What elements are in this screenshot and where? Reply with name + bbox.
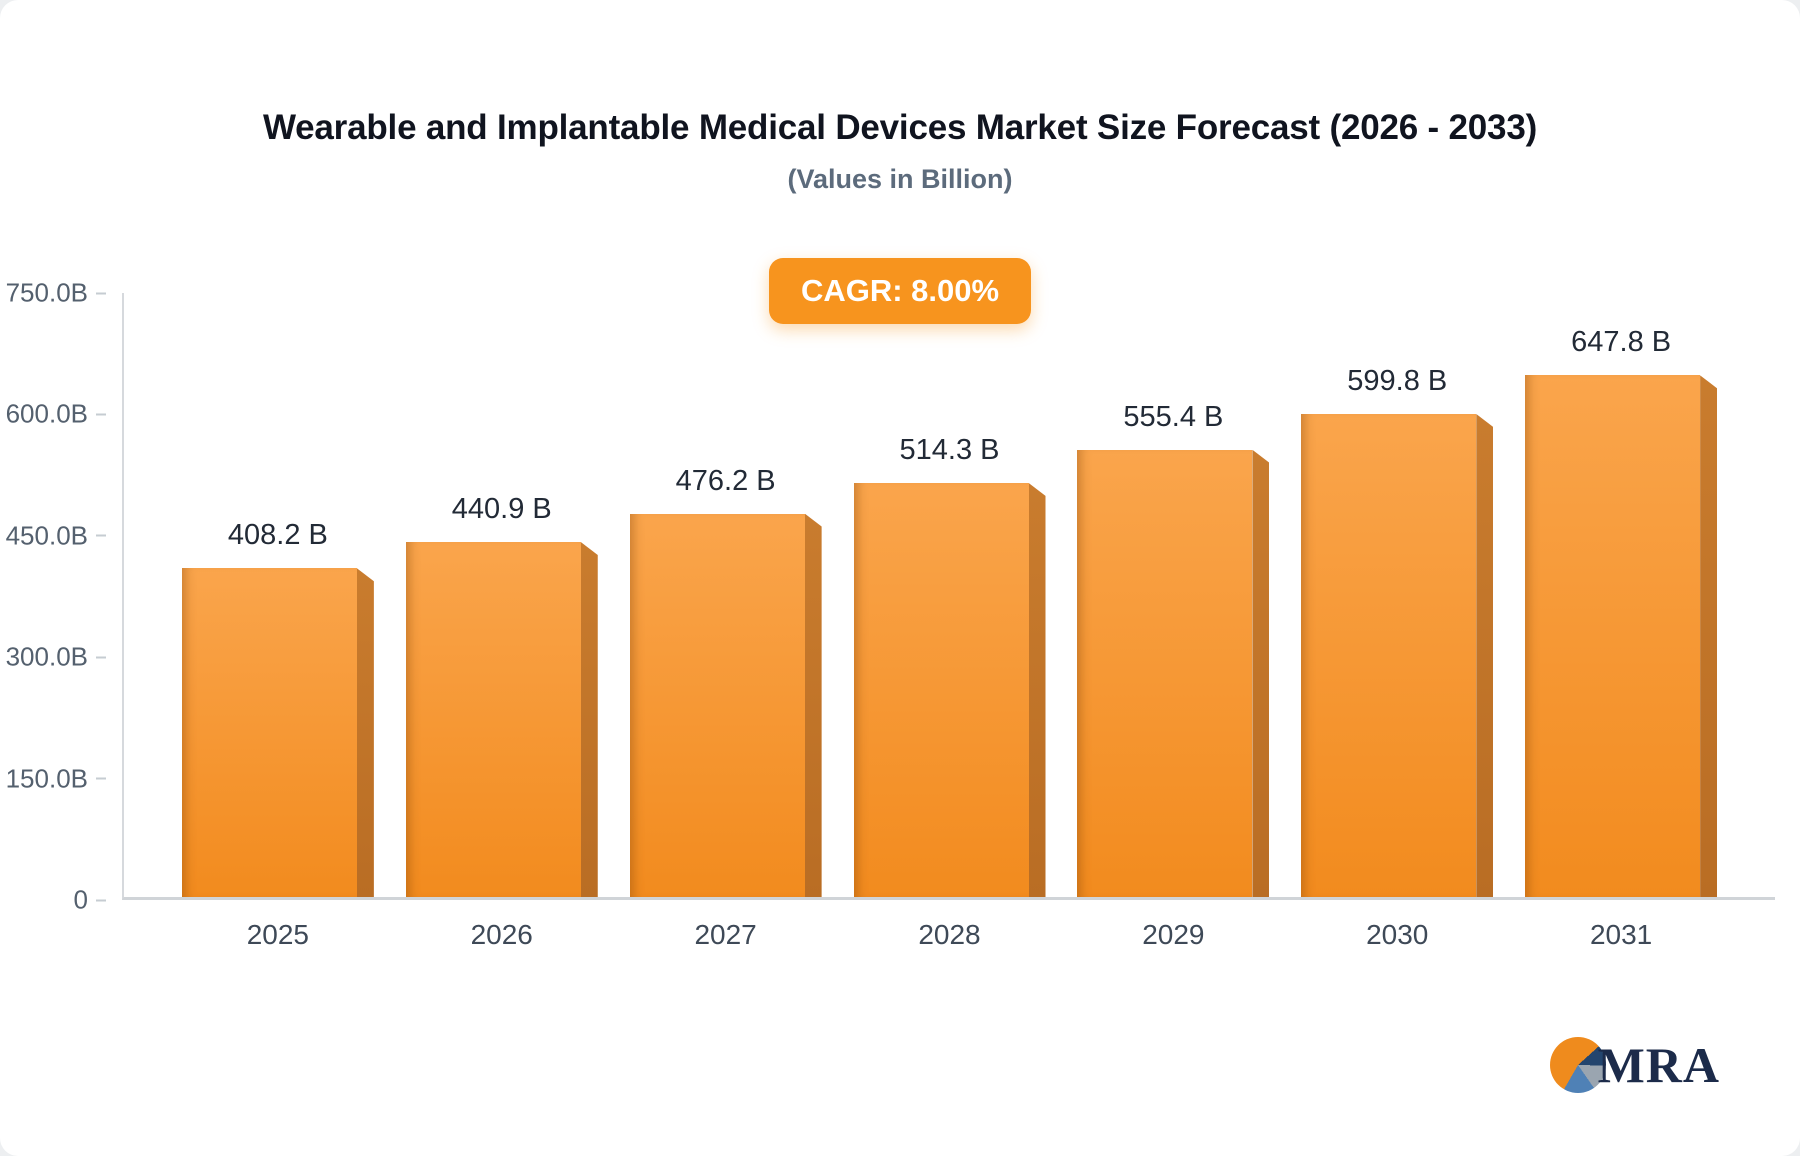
bar-value-label: 440.9 B [451, 492, 552, 525]
bar-side-shade [1252, 449, 1270, 897]
bar-front-face [853, 482, 1029, 897]
y-axis-tick-mark [96, 656, 106, 659]
chart-header: Wearable and Implantable Medical Devices… [0, 108, 1800, 195]
y-axis-tick-label: 150.0B [5, 763, 88, 794]
x-axis-label: 2027 [694, 919, 757, 950]
bar-side-shade [1700, 375, 1718, 897]
bar-chart: 750.0B 600.0B 450.0B 300.0B 150.0B 0 408.2 B 2… [0, 278, 1800, 950]
y-axis-tick-label: 450.0B [5, 520, 88, 551]
plot-area: 408.2 B 2025 440.9 B 2026 476.2 B 2027 514.3 B… [122, 293, 1775, 950]
bar-group-2028: 514.3 B 2028 [853, 293, 1046, 950]
y-axis-tick-label: 300.0B [5, 641, 88, 672]
cagr-badge: CAGR: 8.00% [768, 258, 1032, 324]
x-axis-label: 2026 [470, 919, 533, 950]
bar-2027 [629, 513, 822, 897]
y-axis-tick: 600.0B [6, 399, 106, 430]
bar-front-face [181, 568, 357, 897]
bar-front-face [1077, 449, 1253, 897]
x-axis-label: 2029 [1142, 919, 1205, 950]
bar-group-2026: 440.9 B 2026 [405, 293, 598, 950]
bar-front-face [629, 513, 805, 897]
y-axis-tick-mark [96, 292, 106, 294]
brand-logo-text: MRA [1597, 1037, 1720, 1093]
bar-group-2031: 647.8 B 2031 [1525, 293, 1718, 950]
bar-2025 [181, 568, 374, 897]
bar-group-2029: 555.4 B 2029 [1077, 293, 1270, 950]
cagr-badge-row: CAGR: 8.00% [0, 258, 1800, 324]
y-axis-tick: 750.0B [6, 278, 106, 309]
bar-group-2027: 476.2 B 2027 [629, 293, 822, 950]
bar-2031 [1525, 375, 1718, 897]
bar-side-shade [804, 513, 822, 897]
bar-2028 [853, 482, 1046, 897]
pie-logo-icon [1549, 1037, 1606, 1093]
y-axis-tick-mark [96, 777, 106, 780]
bar-front-face [1525, 375, 1701, 897]
chart-title: Wearable and Implantable Medical Devices… [262, 108, 1538, 147]
x-axis-label: 2030 [1366, 919, 1429, 950]
bars-container: 408.2 B 2025 440.9 B 2026 476.2 B 2027 514.3 B… [124, 293, 1775, 950]
y-axis-tick-mark [96, 899, 106, 901]
y-axis-tick-label: 750.0B [5, 277, 88, 308]
bar-value-label: 599.8 B [1347, 364, 1448, 397]
bar-side-shade [1028, 482, 1046, 897]
bar-front-face [405, 541, 581, 897]
bar-2030 [1301, 413, 1494, 897]
y-axis-tick-label: 600.0B [5, 398, 88, 429]
y-axis-tick: 150.0B [6, 763, 106, 794]
bar-value-label: 555.4 B [1123, 400, 1224, 433]
y-axis-tick-mark [96, 413, 106, 416]
bar-2029 [1077, 449, 1270, 897]
brand-logo: MRA [1549, 1036, 1720, 1094]
chart-subtitle: (Values in Billion) [787, 164, 1013, 194]
y-axis: 750.0B 600.0B 450.0B 300.0B 150.0B 0 [0, 278, 106, 915]
bar-value-label: 476.2 B [675, 464, 776, 497]
bar-value-label: 514.3 B [899, 433, 1000, 466]
bar-value-label: 408.2 B [227, 519, 328, 552]
bar-side-shade [1476, 413, 1494, 897]
x-axis-label: 2028 [918, 919, 981, 950]
y-axis-tick-mark [96, 534, 106, 537]
bar-group-2030: 599.8 B 2030 [1301, 293, 1494, 950]
bar-front-face [1301, 413, 1477, 897]
bar-group-2025: 408.2 B 2025 [181, 293, 374, 950]
bar-side-shade [580, 541, 598, 897]
bar-value-label: 647.8 B [1571, 326, 1672, 359]
y-axis-tick-label: 0 [73, 884, 88, 915]
x-axis-label: 2031 [1589, 919, 1653, 950]
y-axis-tick: 450.0B [6, 520, 106, 551]
y-axis-tick: 300.0B [6, 642, 106, 673]
bar-2026 [405, 541, 598, 897]
x-axis-label: 2025 [246, 919, 310, 950]
bar-side-shade [356, 568, 374, 897]
y-axis-tick: 0 [74, 885, 106, 916]
